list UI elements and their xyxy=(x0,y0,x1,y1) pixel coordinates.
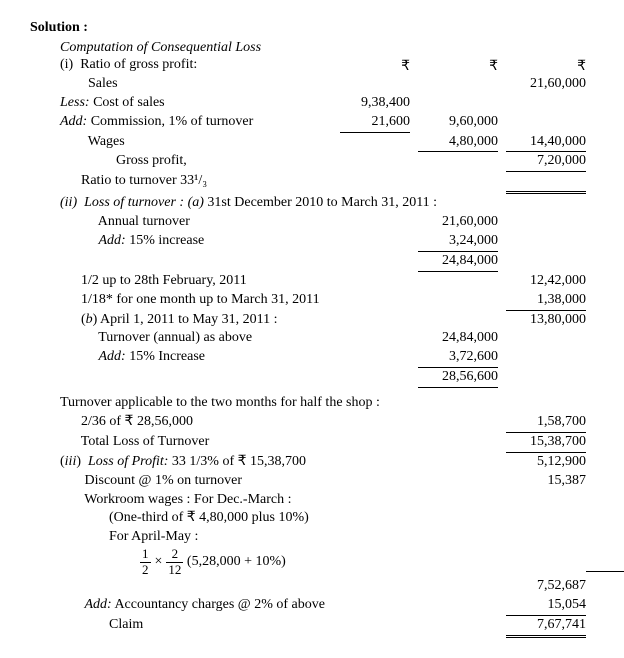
col3-header-rupee: ₹ xyxy=(506,56,586,75)
add-15-label: Add: 15% increase xyxy=(30,232,340,252)
one18-label: 1/18* for one month up to March 31, 2011 xyxy=(30,291,340,311)
add-15b-label: Add: 15% Increase xyxy=(30,348,340,368)
discount-c3: 15,387 xyxy=(506,472,586,491)
commission-c1: 21,600 xyxy=(340,113,410,133)
part-b-label: (b) April 1, 2011 to May 31, 2011 : xyxy=(30,311,340,330)
fraction-expr: 12 × 212 (5,28,000 + 10%) xyxy=(30,547,420,577)
turnover-applicable-label: Turnover applicable to the two months fo… xyxy=(30,394,594,413)
cost-of-sales-value: 9,38,400 xyxy=(340,94,410,113)
workroom-wages-label: Workroom wages : For Dec.-March : xyxy=(30,491,340,510)
turnover-asabove-c2: 24,84,000 xyxy=(418,329,498,348)
ratio-turnover-label: Ratio to turnover 33¹/₃ xyxy=(30,172,340,194)
sales-label: Sales xyxy=(30,75,340,94)
claim-c3: 7,67,741 xyxy=(506,616,586,638)
one18-c3: 1,38,000 xyxy=(506,291,586,311)
wages-c2: 4,80,000 xyxy=(418,133,498,153)
loss-of-profit-c3: 5,12,900 xyxy=(506,453,586,472)
total-loss-turnover-label: Total Loss of Turnover xyxy=(30,433,340,453)
fraction-c3: 48,400 xyxy=(586,552,624,572)
sales-value: 21,60,000 xyxy=(506,75,586,94)
wages-c3: 14,40,000 xyxy=(506,133,586,153)
part-b-c3: 13,80,000 xyxy=(506,311,586,330)
row-i-label: (i) Ratio of gross profit: xyxy=(30,56,340,75)
discount-label: Discount @ 1% on turnover xyxy=(30,472,340,491)
turnover-asabove-label: Turnover (annual) as above xyxy=(30,329,340,348)
row-iii-label: (iii) Loss of Profit: 33 1/3% of ₹ 15,38… xyxy=(30,453,340,472)
cost-of-sales-label: Less: Cost of sales xyxy=(30,94,340,113)
row-ii-label: (ii) Loss of turnover : (a) 31st Decembe… xyxy=(30,194,594,213)
gross-profit-dl xyxy=(506,172,586,194)
gross-profit-label: Gross profit, xyxy=(30,152,340,172)
half-upto-feb-c3: 12,42,000 xyxy=(506,272,586,291)
subheading: Computation of Consequential Loss xyxy=(30,40,594,56)
solution-heading: Solution : xyxy=(30,20,594,36)
half-upto-feb-label: 1/2 up to 28th February, 2011 xyxy=(30,272,340,291)
annual-turnover-label: Annual turnover xyxy=(30,213,340,232)
two36-c3: 1,58,700 xyxy=(506,413,586,433)
gross-profit-c3: 7,20,000 xyxy=(506,152,586,172)
total-loss-turnover-c3: 15,38,700 xyxy=(506,433,586,453)
for-april-may-label: For April-May : xyxy=(30,528,340,547)
col2-header-rupee: ₹ xyxy=(418,56,498,75)
one-third-label: (One-third of ₹ 4,80,000 plus 10%) xyxy=(30,509,340,528)
two36-label: 2/36 of ₹ 28,56,000 xyxy=(30,413,340,433)
annual-turnover-c2: 21,60,000 xyxy=(418,213,498,232)
add-15b-c2: 3,72,600 xyxy=(418,348,498,368)
subtotal-b-c2: 28,56,600 xyxy=(418,368,498,388)
commission-c2: 9,60,000 xyxy=(418,113,498,133)
accountancy-c3: 15,054 xyxy=(506,596,586,616)
accountancy-label: Add: Accountancy charges @ 2% of above xyxy=(30,596,340,616)
col1-header-rupee: ₹ xyxy=(340,56,410,75)
subtotal3-c3: 7,52,687 xyxy=(506,577,586,596)
wages-label: Wages xyxy=(30,133,340,153)
claim-label: Claim xyxy=(30,616,340,638)
subtotal-a-c2: 24,84,000 xyxy=(418,252,498,272)
add-15-c2: 3,24,000 xyxy=(418,232,498,252)
commission-label: Add: Commission, 1% of turnover xyxy=(30,113,340,133)
